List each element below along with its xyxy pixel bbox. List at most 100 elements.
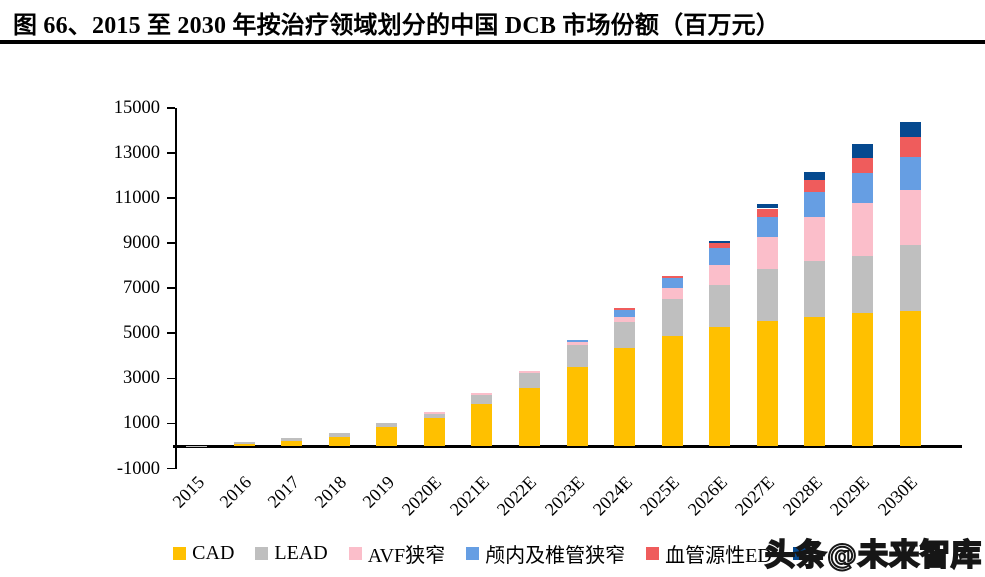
- stacked-bar-chart: [167, 107, 962, 470]
- bar-segment-2026E-s1: [709, 327, 731, 446]
- y-tick-label: 15000: [113, 98, 160, 118]
- legend-item-CAD: CAD: [173, 542, 234, 565]
- legend-label: 血管源性ED: [665, 545, 772, 567]
- bar-segment-2017-s2: [281, 438, 303, 442]
- bar-segment-2024E-s5: [614, 308, 636, 311]
- y-tick-label: 3000: [123, 368, 160, 389]
- y-tick-mark: [167, 287, 175, 290]
- figure-title: 图 66、2015 至 2030 年按治疗领域划分的中国 DCB 市场份额（百万…: [13, 13, 781, 39]
- y-tick-label: 7000: [123, 278, 160, 299]
- bar-segment-2023E-s1: [566, 367, 588, 446]
- legend-swatch-icon: [792, 547, 806, 560]
- bar-segment-2027E-s6: [756, 203, 778, 209]
- bar-segment-2028E-s1: [804, 317, 826, 446]
- bar-segment-2021E-s1: [471, 404, 493, 446]
- bar-segment-2016-s2: [233, 442, 255, 444]
- bar-segment-2029E-s4: [851, 173, 873, 203]
- bar-segment-2024E-s4: [614, 310, 636, 318]
- legend-swatch-icon: [466, 547, 480, 560]
- bar-segment-2018-s2: [328, 433, 350, 437]
- y-tick-label: 13000: [113, 143, 160, 164]
- bar-segment-2024E-s1: [614, 347, 636, 446]
- title-divider: [0, 40, 985, 44]
- legend: CAD LEAD AVF狭窄 颅内及椎管狭窄 血管源性ED: [0, 539, 985, 568]
- bar-segment-2022E-s3: [518, 370, 540, 374]
- legend-swatch-icon: [173, 547, 187, 560]
- bar-segment-2029E-s1: [851, 312, 873, 446]
- y-tick-label: -1000: [116, 458, 160, 479]
- bar-segment-2030E-s3: [899, 190, 921, 245]
- bar-segment-2029E-s3: [851, 202, 873, 256]
- bar-segment-2029E-s6: [851, 143, 873, 158]
- bar-segment-2027E-s2: [756, 268, 778, 322]
- legend-item-series-6: [792, 547, 812, 560]
- bar-segment-2019-s2: [376, 422, 398, 427]
- y-tick-mark: [167, 242, 175, 245]
- legend-label: AVF狭窄: [367, 545, 446, 567]
- bar-segment-2023E-s4: [566, 340, 588, 343]
- bar-segment-2025E-s5: [661, 275, 683, 279]
- bar-segment-2026E-s3: [709, 265, 731, 286]
- y-tick-label: 9000: [123, 233, 160, 254]
- legend-item-颅内及椎管狭窄: 颅内及椎管狭窄: [466, 539, 625, 568]
- bar-segment-2029E-s5: [851, 157, 873, 174]
- bar-segment-2023E-s2: [566, 344, 588, 368]
- bar-segment-2019-s1: [376, 426, 398, 446]
- legend-swatch-icon: [348, 547, 362, 560]
- bar-segment-2030E-s1: [899, 310, 921, 446]
- x-axis-line: [173, 444, 962, 448]
- bar-segment-2030E-s2: [899, 244, 921, 311]
- bar-segment-2022E-s1: [518, 387, 540, 446]
- bar-segment-2016-s1: [233, 443, 255, 446]
- bar-segment-2028E-s3: [804, 217, 826, 261]
- bar-segment-2020E-s1: [423, 417, 445, 446]
- bar-segment-2025E-s2: [661, 299, 683, 337]
- bar-segment-2017-s1: [281, 441, 303, 446]
- y-tick-mark: [167, 332, 175, 335]
- bar-segment-2027E-s1: [756, 321, 778, 446]
- bar-segment-2022E-s2: [518, 373, 540, 388]
- y-tick-mark: [167, 467, 175, 470]
- y-tick-mark: [167, 422, 175, 425]
- y-tick-mark: [167, 197, 175, 200]
- bar-segment-2028E-s6: [804, 172, 826, 180]
- y-tick-label: 1000: [123, 413, 160, 434]
- bar-segment-2030E-s5: [899, 137, 921, 157]
- bar-segment-2026E-s6: [709, 241, 731, 244]
- bar-segment-2028E-s4: [804, 191, 826, 218]
- bar-segment-2026E-s4: [709, 247, 731, 266]
- legend-item-LEAD: LEAD: [255, 542, 328, 565]
- bar-segment-2027E-s4: [756, 217, 778, 237]
- legend-swatch-icon: [646, 547, 660, 560]
- bar-segment-2025E-s3: [661, 288, 683, 300]
- bar-segment-2028E-s2: [804, 260, 826, 318]
- bar-segment-2025E-s4: [661, 278, 683, 289]
- bar-segment-2021E-s3: [471, 393, 493, 396]
- y-tick-label: 5000: [123, 323, 160, 344]
- bar-segment-2028E-s5: [804, 179, 826, 192]
- y-tick-mark: [167, 152, 175, 154]
- bar-segment-2024E-s2: [614, 322, 636, 348]
- bar-segment-2027E-s5: [756, 208, 778, 218]
- bar-segment-2029E-s2: [851, 255, 873, 313]
- y-tick-mark: [167, 107, 175, 109]
- legend-label: CAD: [192, 542, 235, 564]
- bar-segment-2026E-s2: [709, 285, 731, 328]
- watermark: 头条@未来智库: [764, 537, 982, 574]
- legend-item-AVF狭窄: AVF狭窄: [348, 539, 446, 568]
- bar-segment-2021E-s2: [471, 395, 493, 405]
- bar-segment-2025E-s1: [661, 336, 683, 446]
- legend-item-血管源性ED: 血管源性ED: [646, 539, 772, 568]
- bar-segment-2030E-s4: [899, 156, 921, 191]
- bar-segment-2020E-s2: [423, 414, 445, 418]
- y-tick-mark: [167, 377, 175, 380]
- bar-segment-2030E-s6: [899, 121, 921, 138]
- bar-segment-2027E-s3: [756, 236, 778, 269]
- legend-label: 颅内及椎管狭窄: [485, 545, 626, 567]
- y-axis-line: [175, 108, 177, 469]
- bar-segment-2020E-s3: [423, 412, 445, 415]
- legend-swatch-icon: [255, 547, 269, 560]
- bar-segment-2026E-s5: [709, 243, 731, 248]
- y-tick-label: 11000: [114, 188, 160, 209]
